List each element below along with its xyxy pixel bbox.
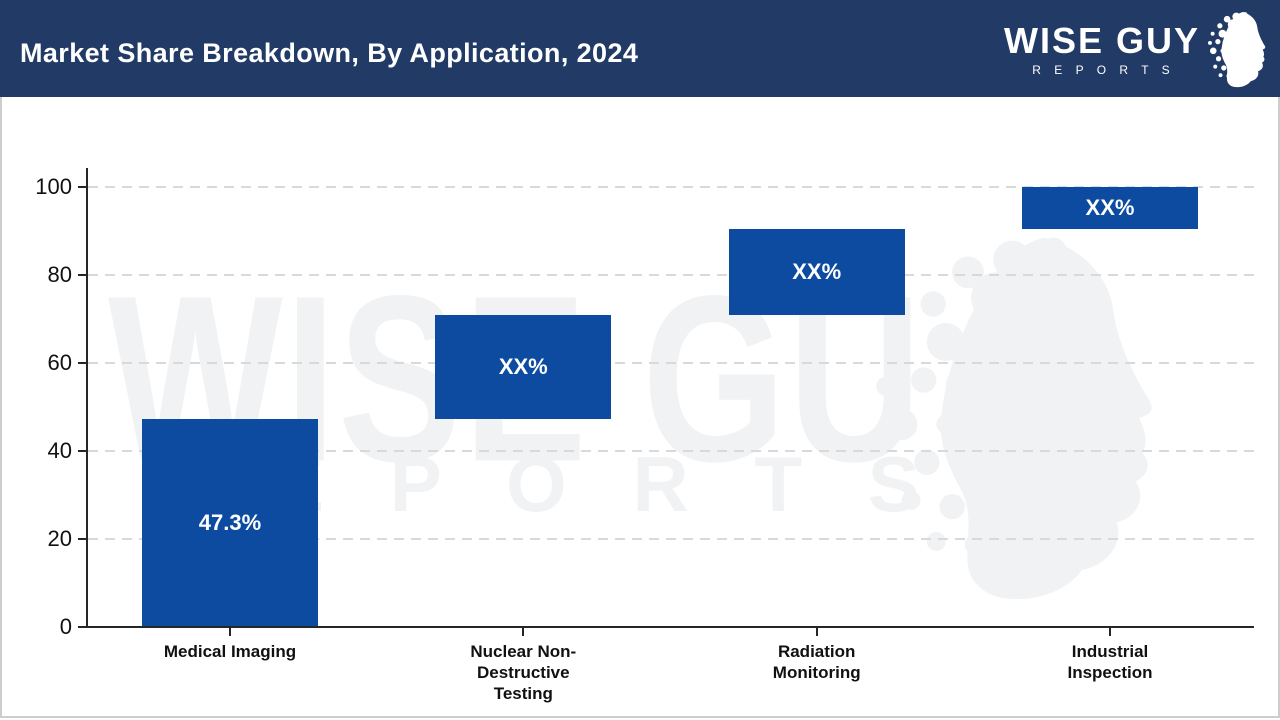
bar-value-label: XX%: [1085, 194, 1135, 220]
y-tick-mark: [78, 274, 86, 276]
x-category-label: Radiation Monitoring: [772, 642, 861, 682]
y-tick-mark: [78, 186, 86, 188]
x-category-label: Nuclear Non- Destructive Testing: [470, 642, 577, 703]
x-tick-mark: [1109, 628, 1111, 636]
grid-line: [88, 538, 1254, 540]
logo-head-profile-icon: [1208, 11, 1266, 87]
y-tick-label: 80: [47, 262, 72, 287]
header-bar: Market Share Breakdown, By Application, …: [0, 0, 1280, 97]
grid-line: [88, 450, 1254, 452]
y-tick-label: 0: [59, 614, 72, 639]
y-tick-label: 40: [47, 438, 72, 463]
y-tick-mark: [78, 362, 86, 364]
bar-value-label: 47.3%: [198, 509, 262, 535]
y-tick-mark: [78, 626, 86, 628]
grid-line: [88, 274, 1254, 276]
logo-text: WISE GUY R E P O R T S: [1003, 19, 1200, 77]
wise-guy-logo: WISE GUY R E P O R T S: [1004, 7, 1268, 91]
y-tick-label: 20: [47, 526, 72, 551]
logo-subtitle: R E P O R T S: [1032, 62, 1175, 77]
x-axis-line: [86, 626, 1254, 628]
grid-line: [88, 362, 1254, 364]
x-tick-mark: [815, 628, 818, 636]
x-category-label: Medical Imaging: [163, 642, 297, 661]
x-tick-mark: [522, 628, 525, 636]
bar-segment: [1022, 187, 1198, 229]
y-axis-line: [86, 168, 88, 628]
y-tick-label: 100: [35, 174, 72, 199]
grid-line: [88, 186, 1254, 188]
y-tick-mark: [78, 538, 86, 540]
bar-segment: [142, 418, 318, 627]
bar-segment: [728, 228, 905, 315]
bar-segment: [435, 314, 612, 419]
x-category-label: Industrial Inspection: [1067, 642, 1153, 682]
y-tick-mark: [78, 450, 86, 452]
bar-value-label: XX%: [498, 353, 548, 379]
bar-value-label: XX%: [792, 258, 842, 284]
y-tick-label: 60: [47, 350, 72, 375]
chart-title: Market Share Breakdown, By Application, …: [20, 38, 639, 68]
x-tick-mark: [229, 628, 231, 636]
logo-wordmark: WISE GUY: [1003, 19, 1200, 61]
